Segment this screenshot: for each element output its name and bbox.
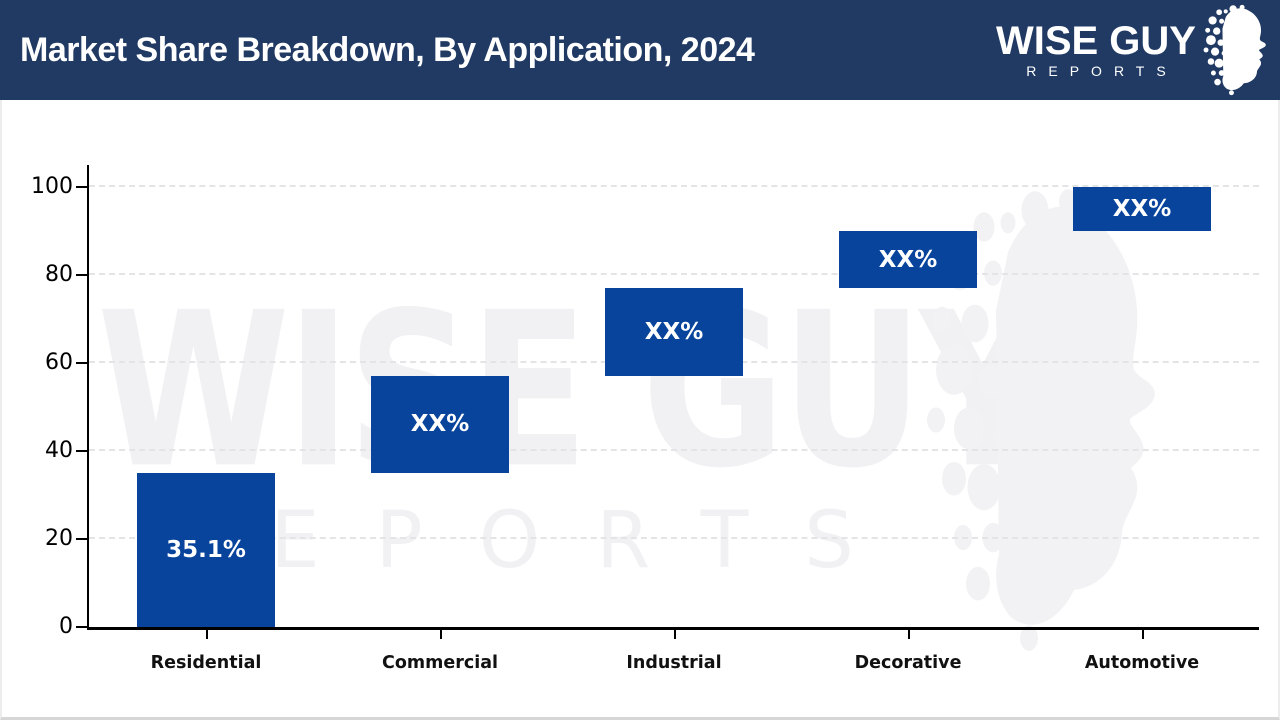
category-slot-residential: 35.1% Residential <box>89 165 323 673</box>
category-label-residential: Residential <box>150 653 262 673</box>
category-label-commercial: Commercial <box>381 653 498 673</box>
logo-wordmark: WISE GUY <box>995 19 1196 63</box>
gridline-20 <box>89 537 1259 539</box>
y-axis-tick-20 <box>76 538 87 540</box>
wise-guy-logo: WISE GUY REPORTS <box>996 4 1270 96</box>
logo-text: WISE GUY REPORTS <box>996 21 1196 79</box>
x-axis-tick-automotive <box>1142 630 1144 639</box>
bar-commercial: XX% <box>371 376 509 473</box>
x-axis-tick-commercial <box>440 630 442 639</box>
bar-decorative: XX% <box>839 231 977 289</box>
bar-value-label-industrial: XX% <box>644 319 704 346</box>
category-label-industrial: Industrial <box>626 653 722 673</box>
y-axis-tick-40 <box>76 450 87 452</box>
logo-head-icon <box>1203 4 1266 96</box>
y-axis-tick-0 <box>76 626 87 628</box>
category-label-automotive: Automotive <box>1084 653 1200 673</box>
bar-industrial: XX% <box>605 288 743 377</box>
y-tick-label-40: 40 <box>45 438 73 463</box>
bar-automotive: XX% <box>1073 187 1211 231</box>
y-tick-label-0: 0 <box>59 614 73 639</box>
y-tick-label-80: 80 <box>45 262 73 287</box>
gridline-40 <box>89 449 1259 451</box>
bar-value-label-decorative: XX% <box>878 246 938 273</box>
bar-value-label-automotive: XX% <box>1112 196 1172 222</box>
logo-subtitle: REPORTS <box>1026 63 1178 79</box>
category-slot-industrial: XX% Industrial <box>557 165 791 673</box>
gridline-100 <box>89 185 1259 187</box>
plot-area: 0 20 40 60 80 100 35.1% Residential XX% Commercia… <box>31 165 1259 673</box>
header: Market Share Breakdown, By Application, … <box>0 0 1280 100</box>
x-axis-tick-decorative <box>908 630 910 639</box>
bar-residential: 35.1% <box>137 472 275 627</box>
y-tick-label-60: 60 <box>45 350 73 375</box>
y-tick-label-100: 100 <box>31 174 73 199</box>
category-slot-decorative: XX% Decorative <box>791 165 1025 673</box>
y-axis-tick-80 <box>76 274 87 276</box>
category-label-decorative: Decorative <box>854 653 962 673</box>
category-slot-commercial: XX% Commercial <box>323 165 557 673</box>
bar-slots: 35.1% Residential XX% Commercial XX% Industri… <box>89 165 1259 673</box>
category-slot-automotive: XX% Automotive <box>1025 165 1259 673</box>
x-axis-tick-residential <box>206 630 208 639</box>
page-title: Market Share Breakdown, By Application, … <box>20 30 755 69</box>
bar-value-label-commercial: XX% <box>410 411 470 438</box>
y-axis-tick-100 <box>76 186 87 188</box>
bar-value-label-residential: 35.1% <box>166 536 246 563</box>
y-tick-label-20: 20 <box>45 526 73 551</box>
gridline-80 <box>89 273 1259 275</box>
x-axis-tick-industrial <box>674 630 676 639</box>
y-axis-tick-60 <box>76 362 87 364</box>
chart-area: WISE GUY REPORTS 0 20 40 60 80 100 35.1% Reside… <box>0 100 1280 720</box>
